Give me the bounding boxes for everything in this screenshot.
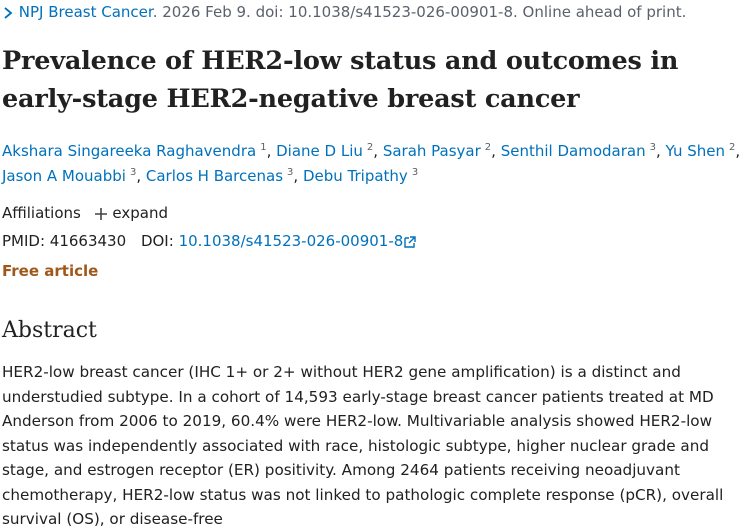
author-link[interactable]: Sarah Pasyar	[382, 142, 481, 160]
separator: ,	[266, 142, 272, 160]
affiliations-label: Affiliations	[2, 204, 81, 222]
citation-line: NPJ Breast Cancer. 2026 Feb 9. doi: 10.1…	[2, 3, 686, 21]
author-link[interactable]: Debu Tripathy	[302, 167, 408, 185]
expand-label: expand	[112, 204, 168, 222]
author-link[interactable]: Carlos H Barcenas	[145, 167, 284, 185]
abstract-text: HER2-low breast cancer (IHC 1+ or 2+ wit…	[2, 363, 724, 528]
author-list: Akshara Singareeka Raghavendra 1, Diane D…	[2, 139, 747, 189]
affiliation-number[interactable]: 2	[366, 142, 374, 153]
affiliation-number[interactable]: 2	[484, 142, 492, 153]
separator: ,	[293, 167, 299, 185]
separator: ,	[491, 142, 496, 160]
abstract-heading: Abstract	[2, 318, 97, 343]
journal-link[interactable]: NPJ Breast Cancer	[18, 3, 153, 21]
separator: ,	[136, 167, 142, 185]
affiliation-number[interactable]: 3	[287, 167, 294, 178]
plus-icon	[94, 207, 107, 220]
separator: ,	[655, 142, 661, 160]
author-link[interactable]: Senthil Damodaran	[500, 142, 646, 160]
author-link[interactable]: Yu Shen	[665, 142, 726, 160]
affiliation-number[interactable]: 2	[729, 142, 736, 153]
citation: . 2026 Feb 9. doi: 10.1038/s41523-026-00…	[152, 3, 687, 21]
expand-toggle[interactable]: expand	[94, 204, 168, 222]
external-icon	[404, 235, 417, 248]
affiliation-number[interactable]: 3	[649, 142, 656, 153]
pmid-label: PMID:	[2, 232, 46, 250]
page: NPJ Breast Cancer. 2026 Feb 9. doi: 10.1…	[2, 3, 747, 528]
affiliation-number[interactable]: 1	[260, 142, 267, 153]
doi-label: DOI:	[140, 232, 174, 250]
author-link[interactable]: Diane D Liu	[276, 142, 363, 160]
free-article: Free article	[2, 262, 99, 280]
author-link[interactable]: Jason A Mouabbi	[2, 167, 126, 185]
pmid: 41663430	[49, 232, 127, 250]
separator: ,	[735, 142, 741, 160]
doi-link[interactable]: 10.1038/s41523-026-00901-8	[179, 232, 418, 250]
doi: 10.1038/s41523-026-00901-8	[178, 232, 404, 250]
separator: ,	[373, 142, 379, 160]
affiliation-number[interactable]: 3	[129, 167, 137, 178]
affiliation-number[interactable]: 3	[411, 167, 419, 178]
identifiers: PMID: 41663430 DOI: 10.1038/s41523-026-0…	[2, 232, 417, 250]
affiliations: Affiliations expand	[2, 204, 168, 222]
author-link[interactable]: Akshara Singareeka Raghavendra	[2, 142, 257, 160]
chevron-icon	[4, 6, 13, 19]
article-title: Prevalence of HER2-low status and outcom…	[2, 46, 679, 114]
